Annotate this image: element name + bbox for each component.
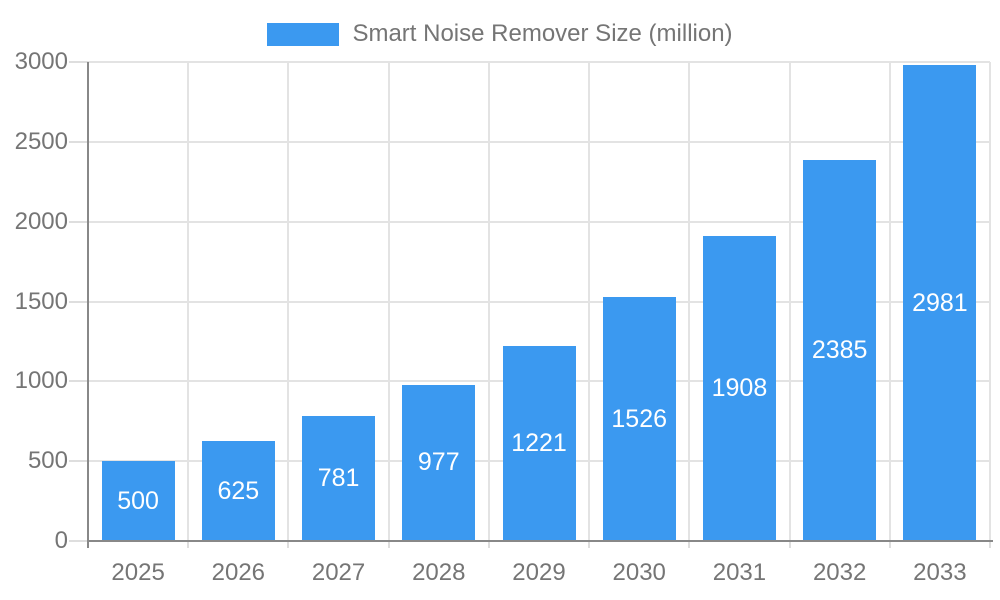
y-axis-line: [87, 62, 89, 548]
y-tick-label: 1000: [14, 367, 68, 395]
x-tick-mark: [888, 541, 891, 548]
y-tick-mark: [69, 61, 88, 63]
bar-value-label: 781: [317, 464, 360, 493]
bar[interactable]: 781: [302, 416, 376, 541]
x-tick-label: 2028: [412, 559, 466, 586]
x-tick-mark: [387, 541, 390, 548]
bar[interactable]: 2981: [903, 65, 977, 541]
x-tick-label: 2033: [913, 559, 967, 586]
v-gridline: [588, 62, 591, 541]
legend-label: Smart Noise Remover Size (million): [352, 20, 733, 47]
x-tick-mark: [588, 541, 591, 548]
h-gridline: [88, 220, 990, 223]
y-tick-mark: [69, 460, 88, 463]
x-tick-label: 2031: [712, 559, 767, 586]
h-gridline: [88, 140, 990, 143]
x-axis-line: [88, 540, 993, 542]
x-tick-label: 2030: [612, 559, 666, 586]
bar-value-label: 625: [217, 476, 260, 505]
v-gridline: [487, 62, 490, 541]
y-tick-mark: [69, 540, 88, 542]
x-tick-label: 2027: [311, 559, 366, 586]
bar-value-label: 1221: [511, 429, 567, 458]
bar-value-label: 977: [417, 448, 460, 477]
y-tick-mark: [69, 300, 88, 303]
y-tick-label: 2500: [14, 127, 68, 155]
v-gridline: [688, 62, 691, 541]
v-gridline: [187, 62, 190, 541]
y-tick-mark: [69, 220, 88, 223]
v-gridline: [387, 62, 390, 541]
x-tick-label: 2025: [111, 559, 165, 586]
y-tick-label: 1500: [14, 287, 68, 315]
x-tick-mark: [487, 541, 490, 548]
x-tick-label: 2029: [512, 559, 566, 586]
h-gridline: [88, 300, 990, 303]
bar[interactable]: 1526: [602, 297, 676, 541]
legend-swatch: [267, 22, 340, 46]
x-tick-mark: [989, 541, 991, 548]
x-tick-mark: [688, 541, 691, 548]
legend[interactable]: Smart Noise Remover Size (million): [0, 20, 1000, 48]
bar-value-label: 1526: [611, 404, 668, 433]
y-tick-mark: [69, 380, 88, 383]
bar[interactable]: 977: [402, 385, 476, 541]
y-tick-label: 500: [27, 447, 68, 475]
bar-value-label: 2981: [912, 288, 968, 317]
bar[interactable]: 500: [101, 461, 175, 541]
x-tick-mark: [788, 541, 791, 548]
v-gridline: [888, 62, 891, 541]
x-tick-label: 2026: [211, 559, 266, 586]
h-gridline: [88, 61, 990, 63]
bar[interactable]: 1908: [702, 236, 776, 541]
y-tick-label: 0: [54, 527, 68, 554]
v-gridline: [989, 62, 991, 541]
v-gridline: [788, 62, 791, 541]
y-tick-label: 3000: [14, 48, 68, 75]
y-tick-label: 2000: [14, 207, 68, 235]
bar[interactable]: 1221: [502, 346, 576, 541]
bar[interactable]: 2385: [803, 160, 877, 541]
y-tick-mark: [69, 140, 88, 143]
x-tick-mark: [287, 541, 290, 548]
bar-value-label: 1908: [711, 374, 768, 403]
v-gridline: [287, 62, 290, 541]
bar-value-label: 500: [117, 486, 159, 515]
bar-value-label: 2385: [811, 336, 868, 365]
bar[interactable]: 625: [201, 441, 275, 541]
plot-area: 500 625 781 977 1221 1526 1908 2385 2981: [69, 61, 993, 548]
x-tick-label: 2032: [812, 559, 867, 586]
x-tick-mark: [187, 541, 190, 548]
